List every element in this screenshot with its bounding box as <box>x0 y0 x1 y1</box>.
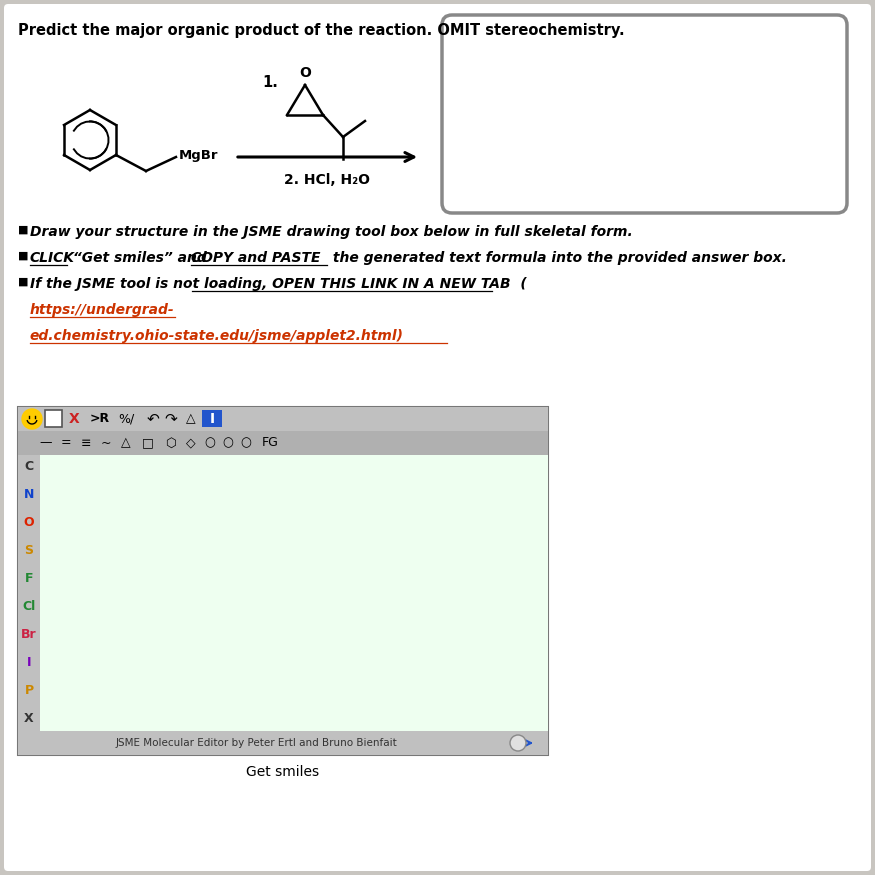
Text: ■: ■ <box>18 251 29 261</box>
Circle shape <box>22 409 42 429</box>
Text: ⬡: ⬡ <box>164 437 175 450</box>
Text: ↷: ↷ <box>164 411 178 426</box>
Text: N: N <box>24 488 34 501</box>
Text: 1.: 1. <box>262 75 278 90</box>
Text: ≡: ≡ <box>80 437 91 450</box>
Text: JSME Molecular Editor by Peter Ertl and Bruno Bienfait: JSME Molecular Editor by Peter Ertl and … <box>116 738 397 748</box>
FancyBboxPatch shape <box>4 4 871 871</box>
Text: 2. HCl, H₂O: 2. HCl, H₂O <box>284 173 370 187</box>
Text: ■: ■ <box>18 225 29 235</box>
Text: Cl: Cl <box>23 600 36 613</box>
Text: △: △ <box>186 412 196 425</box>
Text: If the JSME tool is not loading, OPEN THIS LINK IN A NEW TAB  (: If the JSME tool is not loading, OPEN TH… <box>30 277 527 291</box>
Text: F: F <box>24 572 33 585</box>
Text: S: S <box>24 544 33 557</box>
Text: I: I <box>27 656 32 669</box>
FancyBboxPatch shape <box>18 431 548 455</box>
Text: C: C <box>24 460 33 473</box>
Text: X: X <box>24 712 34 725</box>
FancyBboxPatch shape <box>18 407 548 431</box>
Text: ~: ~ <box>101 437 111 450</box>
Text: >R: >R <box>90 412 110 425</box>
Circle shape <box>510 735 526 751</box>
Text: ed.chemistry.ohio-state.edu/jsme/applet2.html): ed.chemistry.ohio-state.edu/jsme/applet2… <box>30 329 404 343</box>
FancyBboxPatch shape <box>202 410 222 427</box>
Text: Get smiles: Get smiles <box>247 765 319 779</box>
Text: ○: ○ <box>222 437 234 450</box>
Text: https://undergrad-: https://undergrad- <box>30 303 175 317</box>
Text: □: □ <box>142 437 154 450</box>
Text: O: O <box>24 516 34 529</box>
Text: Predict the major organic product of the reaction. OMIT stereochemistry.: Predict the major organic product of the… <box>18 23 625 38</box>
FancyBboxPatch shape <box>18 455 40 731</box>
FancyBboxPatch shape <box>40 455 548 731</box>
Text: ■: ■ <box>18 277 29 287</box>
Text: X: X <box>68 412 80 426</box>
Text: ◇: ◇ <box>186 437 196 450</box>
Text: P: P <box>24 684 33 697</box>
Text: MgBr: MgBr <box>179 150 219 163</box>
FancyBboxPatch shape <box>45 410 62 427</box>
Text: Br: Br <box>21 628 37 641</box>
Text: COPY and PASTE: COPY and PASTE <box>191 251 320 265</box>
FancyBboxPatch shape <box>18 731 548 755</box>
Text: the generated text formula into the provided answer box.: the generated text formula into the prov… <box>328 251 787 265</box>
Text: —: — <box>39 437 52 450</box>
FancyBboxPatch shape <box>442 15 847 213</box>
Text: ○: ○ <box>205 437 215 450</box>
Text: ↶: ↶ <box>147 411 159 426</box>
Text: ○: ○ <box>241 437 251 450</box>
Text: △: △ <box>121 437 131 450</box>
Text: O: O <box>299 66 311 80</box>
Text: %/: %/ <box>118 412 134 425</box>
Text: =: = <box>60 437 72 450</box>
Text: FG: FG <box>262 437 278 450</box>
Text: Draw your structure in the JSME drawing tool box below in full skeletal form.: Draw your structure in the JSME drawing … <box>30 225 633 239</box>
Text: “Get smiles” and: “Get smiles” and <box>68 251 212 265</box>
Text: I: I <box>209 412 214 426</box>
FancyBboxPatch shape <box>18 407 548 755</box>
Text: CLICK: CLICK <box>30 251 75 265</box>
